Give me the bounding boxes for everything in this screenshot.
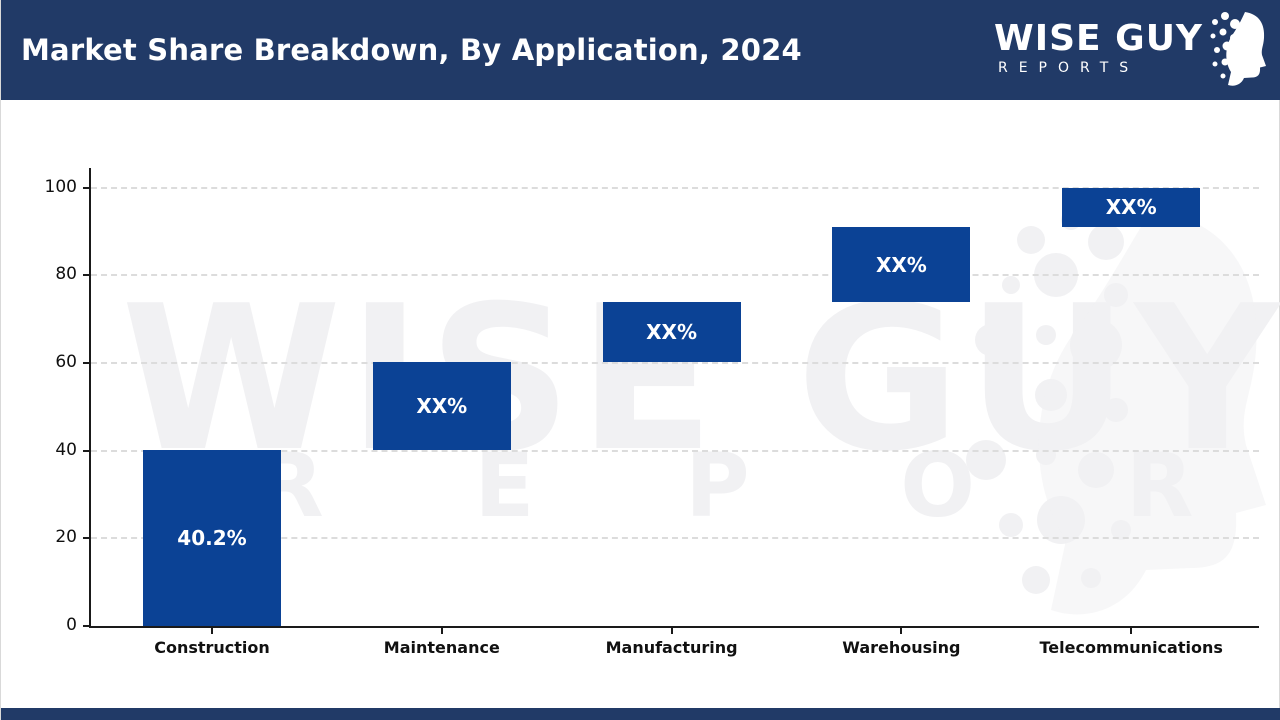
y-axis-line [89,168,91,628]
chart-title: Market Share Breakdown, By Application, … [21,33,802,67]
x-tick-label: Maintenance [383,638,500,657]
brand-logo: WISE GUY REPORTS [994,8,1269,88]
x-tick-mark [900,626,903,634]
x-tick-label: Warehousing [842,638,961,657]
plot-area: 0 20 40 60 80 100 40.2% Construction XX% Maintena… [1,100,1280,708]
x-tick-label: Manufacturing [605,638,738,657]
header-band: Market Share Breakdown, By Application, … [1,0,1280,100]
y-tick-label: 20 [55,527,77,548]
bar: XX% [1062,187,1201,227]
brand-face-icon [1210,12,1266,86]
y-tick-mark [83,186,91,189]
gridline [91,449,1259,452]
bar: 40.2% [143,449,281,626]
x-tick-mark [440,626,443,634]
y-tick-mark [83,449,91,452]
bar: XX% [602,302,741,362]
x-tick-mark [670,626,673,634]
bar-value-label: 40.2% [177,525,247,550]
gridline [91,186,1259,189]
gridline [91,274,1259,277]
watermark-face-dots-icon [966,210,1266,615]
x-tick-mark [1130,626,1133,634]
y-tick-label: 100 [44,176,77,197]
x-tick-mark [211,626,213,634]
y-tick-mark [83,625,91,627]
bar-value-label: XX% [646,319,698,344]
brand-name: WISE GUY [993,18,1203,59]
bar: XX% [372,361,511,450]
y-tick-label: 0 [66,615,77,635]
y-tick-mark [83,274,91,277]
y-tick-mark [83,361,91,364]
y-tick-label: 40 [55,439,77,460]
x-tick-label: Telecommunications [1039,638,1223,657]
footer-band [1,708,1280,720]
bar-value-label: XX% [1105,195,1157,220]
x-tick-label: Construction [154,638,270,657]
x-axis-line [89,626,1259,628]
brand-subname: REPORTS [997,60,1140,76]
bar-value-label: XX% [416,393,468,418]
bar-value-label: XX% [875,252,927,277]
brand-wordmark: WISE GUY REPORTS [993,18,1203,76]
gridline [91,361,1259,364]
bar: XX% [832,226,971,303]
y-tick-label: 80 [55,264,77,285]
gridline [91,537,1259,540]
y-tick-mark [83,537,91,540]
y-tick-label: 60 [55,351,77,372]
